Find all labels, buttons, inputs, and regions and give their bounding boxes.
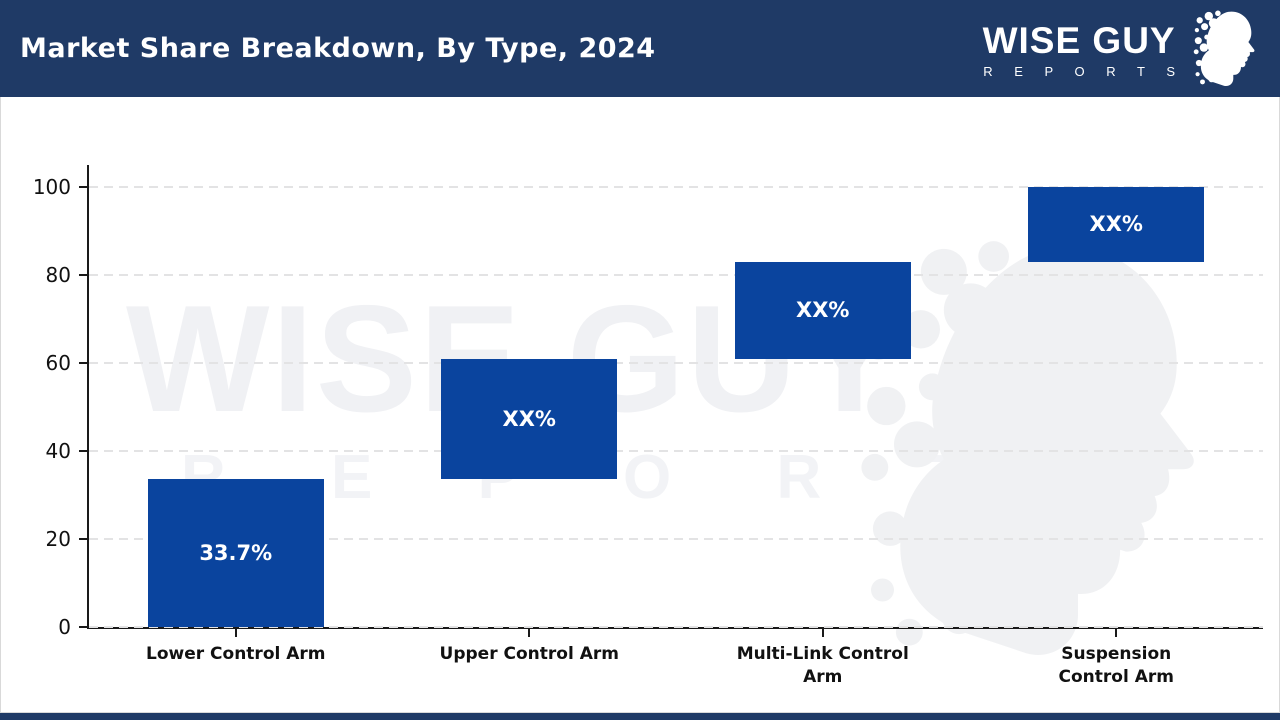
x-category-label: Lower Control Arm [146,644,326,664]
wise-guy-reports-logo: WISE GUY R E P O R T S [974,4,1266,94]
y-tick-60 [79,362,87,364]
bar-value-label: XX% [1089,212,1143,237]
x-tick [1115,629,1118,637]
y-tick-label-20: 20 [45,527,71,551]
bar-segment: XX% [441,358,618,479]
gridline-20 [89,538,1263,540]
header-bar: Market Share Breakdown, By Type, 2024 WI… [0,0,1280,97]
logo-text: WISE GUY R E P O R T S [974,20,1184,79]
chart-area: WISE GUY R E P O R T S 0 20 40 60 80 100 33.7%… [0,97,1280,713]
y-tick-80 [79,274,87,276]
bar-segment: 33.7% [147,478,324,627]
y-tick-label-60: 60 [45,351,71,375]
bar-value-label: XX% [796,298,850,323]
x-tick [528,629,531,637]
y-tick-0 [79,626,87,628]
gridline-80 [89,274,1263,276]
gridline-60 [89,362,1263,364]
bar-value-label: XX% [502,406,556,431]
x-category-label: Multi-Link Control Arm [736,644,909,687]
x-category-label: Upper Control Arm [439,644,619,664]
face-profile-icon [1193,10,1255,87]
gridline-0 [89,626,1263,628]
footer-bar [0,713,1280,720]
x-axis-line [87,627,1263,629]
y-tick-label-100: 100 [32,175,71,199]
y-tick-20 [79,538,87,540]
y-tick-label-40: 40 [45,439,71,463]
y-tick-label-80: 80 [45,263,71,287]
x-category-label: Suspension Control Arm [1058,644,1174,687]
logo-wordmark: WISE GUY [982,19,1176,61]
y-tick-label-0: 0 [58,615,71,639]
bar-segment: XX% [734,261,911,359]
y-tick-40 [79,450,87,452]
gridline-100 [89,186,1263,188]
bar-value-label: 33.7% [199,540,273,565]
x-tick [821,629,824,637]
y-tick-100 [79,186,87,188]
plot-area: 0 20 40 60 80 100 33.7% Lower Control Arm XX% Upp… [33,165,1263,687]
bar-segment: XX% [1028,187,1205,262]
y-axis-line [87,165,89,629]
page-title: Market Share Breakdown, By Type, 2024 [20,33,656,64]
gridline-40 [89,450,1263,452]
x-tick [234,629,237,637]
logo-subtitle: R E P O R T S [983,63,1184,79]
